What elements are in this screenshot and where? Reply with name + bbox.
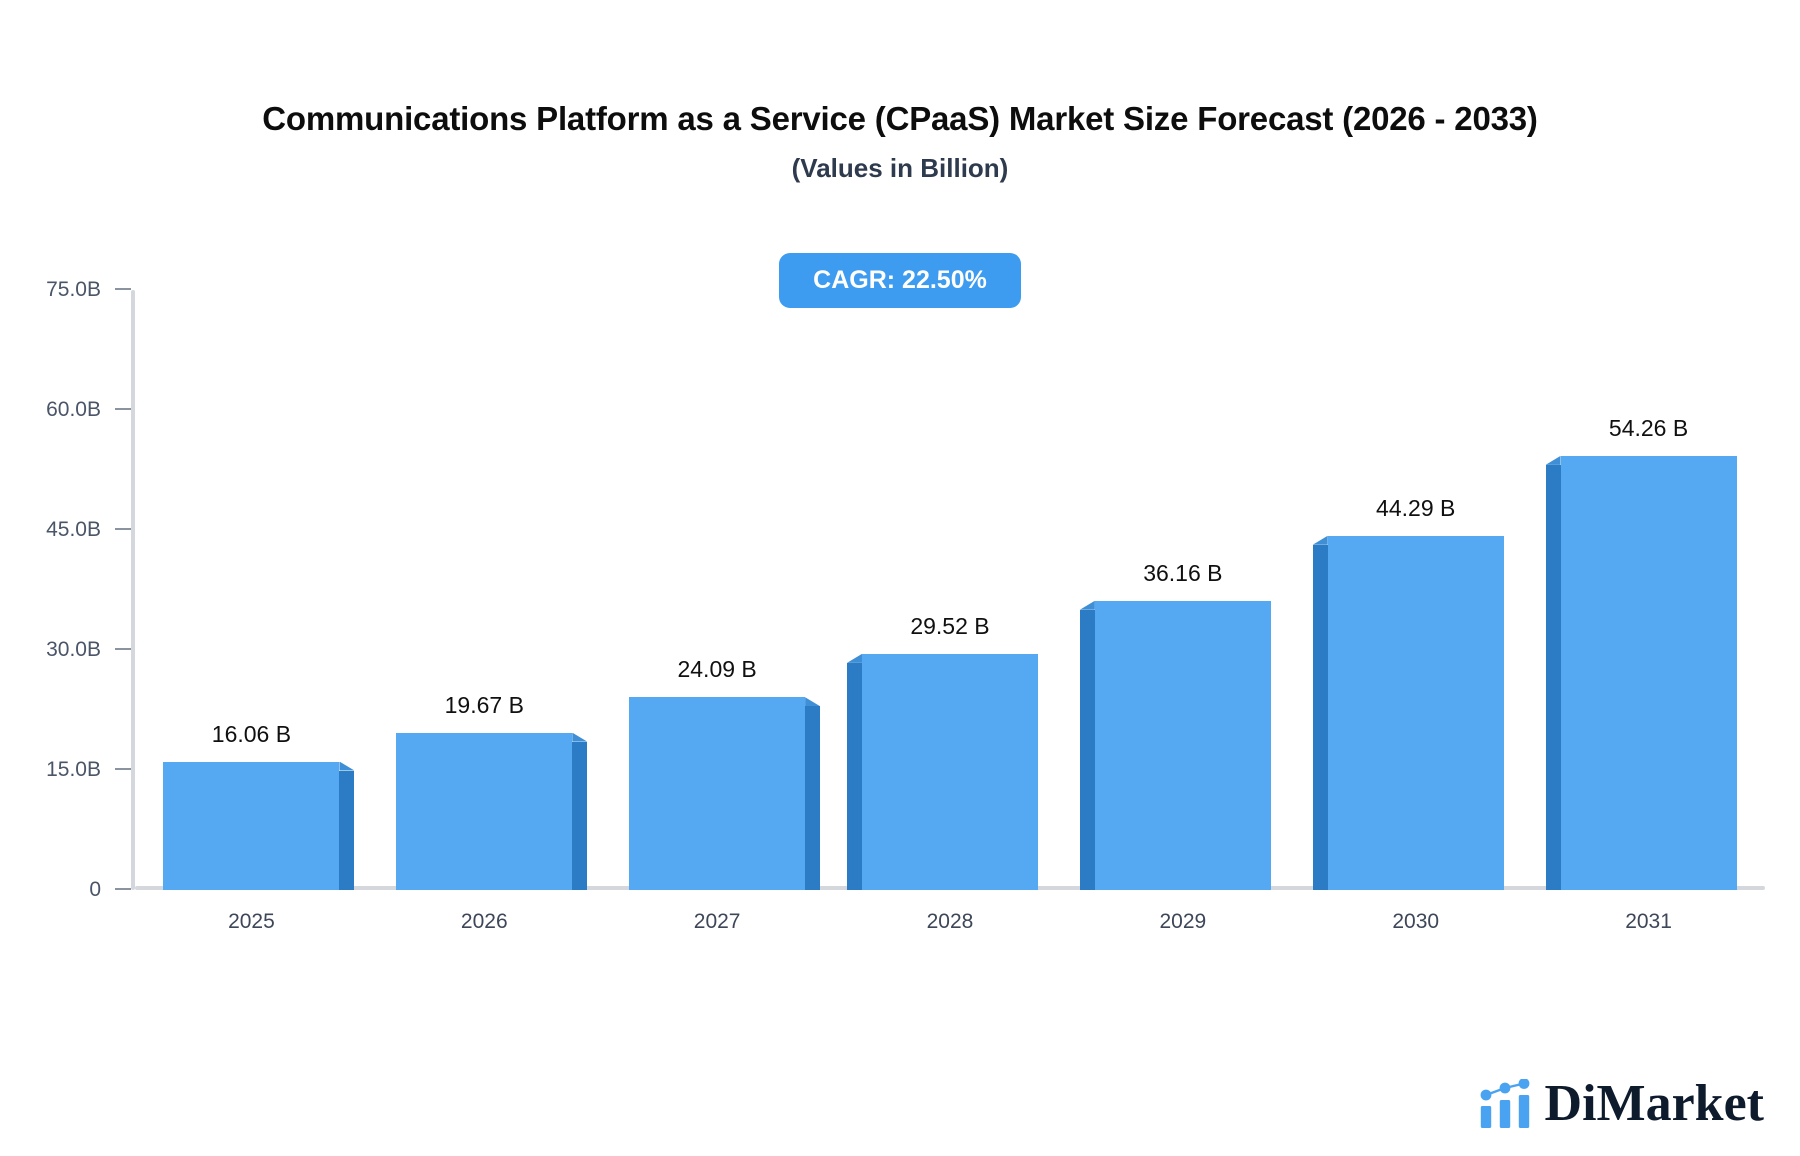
bar-face xyxy=(1560,455,1737,890)
y-axis-tick-label: 75.0B xyxy=(46,278,101,301)
bar-2031[interactable] xyxy=(1545,455,1737,890)
bar-value-label: 44.29 B xyxy=(1376,494,1456,521)
bar-side-shadow xyxy=(1079,609,1095,890)
bar-top-bevel xyxy=(1079,600,1095,610)
y-axis-tick-label: 15.0B xyxy=(46,758,101,781)
x-axis-tick-label: 2031 xyxy=(1625,910,1672,933)
bar-top-bevel xyxy=(572,732,588,742)
y-axis-tick: 30.0B xyxy=(0,638,131,662)
y-axis-tick-mark xyxy=(115,288,131,291)
y-axis-tick-label: 60.0B xyxy=(46,398,101,421)
bar-group: 16.06 B 2025 xyxy=(135,290,368,933)
bar-top-bevel xyxy=(339,761,355,771)
bar-side-shadow xyxy=(572,741,588,890)
bar-top-bevel xyxy=(1545,455,1561,465)
y-axis-tick-mark xyxy=(115,888,131,891)
bar-value-label: 29.52 B xyxy=(910,612,990,639)
y-axis-tick: 0 xyxy=(0,878,131,902)
bar-value-label: 19.67 B xyxy=(444,691,524,718)
bar-face xyxy=(1094,600,1271,890)
cagr-badge-container: CAGR: 22.50% xyxy=(0,253,1800,308)
y-axis-tick-label: 45.0B xyxy=(46,518,101,541)
y-axis-tick-label: 0 xyxy=(89,878,101,901)
x-axis-tick-label: 2029 xyxy=(1159,910,1207,933)
bar-top-bevel xyxy=(846,653,862,663)
bar-side-shadow xyxy=(846,662,862,890)
bar-2025[interactable] xyxy=(163,761,355,890)
page-title: Communications Platform as a Service (CP… xyxy=(262,100,1538,137)
bar-top-bevel xyxy=(805,697,821,707)
bar-group: 29.52 B 2028 xyxy=(834,290,1067,933)
bar-2029[interactable] xyxy=(1079,600,1271,890)
brand-logo: DiMarket xyxy=(1479,1078,1764,1130)
bar-side-shadow xyxy=(339,770,355,890)
bar-2026[interactable] xyxy=(396,732,588,890)
bar-face xyxy=(163,761,340,890)
x-axis-tick-label: 2028 xyxy=(926,910,974,933)
y-axis-tick-label: 30.0B xyxy=(46,638,101,661)
cagr-badge: CAGR: 22.50% xyxy=(779,253,1021,308)
y-axis-tick-mark xyxy=(115,528,131,531)
bar-side-shadow xyxy=(805,706,821,890)
bar-value-label: 54.26 B xyxy=(1608,414,1689,441)
bar-side-shadow xyxy=(1545,464,1561,890)
y-axis-tick: 45.0B xyxy=(0,518,131,542)
bar-chart-dots-icon xyxy=(1480,1079,1529,1128)
y-axis-tick: 15.0B xyxy=(0,758,131,782)
bar-face xyxy=(861,653,1038,890)
bar-top-bevel xyxy=(1312,535,1328,545)
logo-text: DiMarket xyxy=(1544,1075,1764,1132)
y-axis-tick: 75.0B xyxy=(0,278,131,302)
bar-value-label: 36.16 B xyxy=(1143,559,1223,586)
bar-group: 24.09 B 2027 xyxy=(601,290,834,933)
plot-area: 0 15.0B 30.0B 45.0B 60.0B 75.0B 16.06 B 2025 19… xyxy=(46,278,1765,933)
bar-group: 19.67 B 2026 xyxy=(368,290,601,933)
bar-series: 16.06 B 2025 19.67 B 2026 24.09 B 2027 29.52 B… xyxy=(135,290,1765,933)
bar-2028[interactable] xyxy=(846,653,1038,890)
y-axis-tick-mark xyxy=(115,648,131,651)
x-axis-tick-label: 2026 xyxy=(460,910,508,933)
bar-2027[interactable] xyxy=(629,697,821,890)
y-axis-tick-mark xyxy=(115,768,131,771)
y-axis-tick-mark xyxy=(115,408,131,411)
chart-header: Communications Platform as a Service (CP… xyxy=(0,100,1800,184)
bar-group: 36.16 B 2029 xyxy=(1066,290,1299,933)
x-axis-tick-label: 2027 xyxy=(693,910,741,933)
x-axis-tick-label: 2025 xyxy=(228,910,275,933)
y-axis-tick: 60.0B xyxy=(0,398,131,422)
bar-face xyxy=(1327,535,1504,890)
bar-face xyxy=(629,697,806,890)
bar-side-shadow xyxy=(1312,544,1328,890)
bar-2030[interactable] xyxy=(1312,535,1504,890)
chart-subtitle: (Values in Billion) xyxy=(791,152,1009,183)
x-axis-tick-label: 2030 xyxy=(1392,910,1440,933)
y-axis-line xyxy=(131,290,135,890)
bar-value-label: 16.06 B xyxy=(211,720,292,747)
bar-group: 44.29 B 2030 xyxy=(1299,290,1532,933)
bar-group: 54.26 B 2031 xyxy=(1532,290,1765,933)
bar-face xyxy=(396,732,573,890)
bar-value-label: 24.09 B xyxy=(677,656,757,683)
